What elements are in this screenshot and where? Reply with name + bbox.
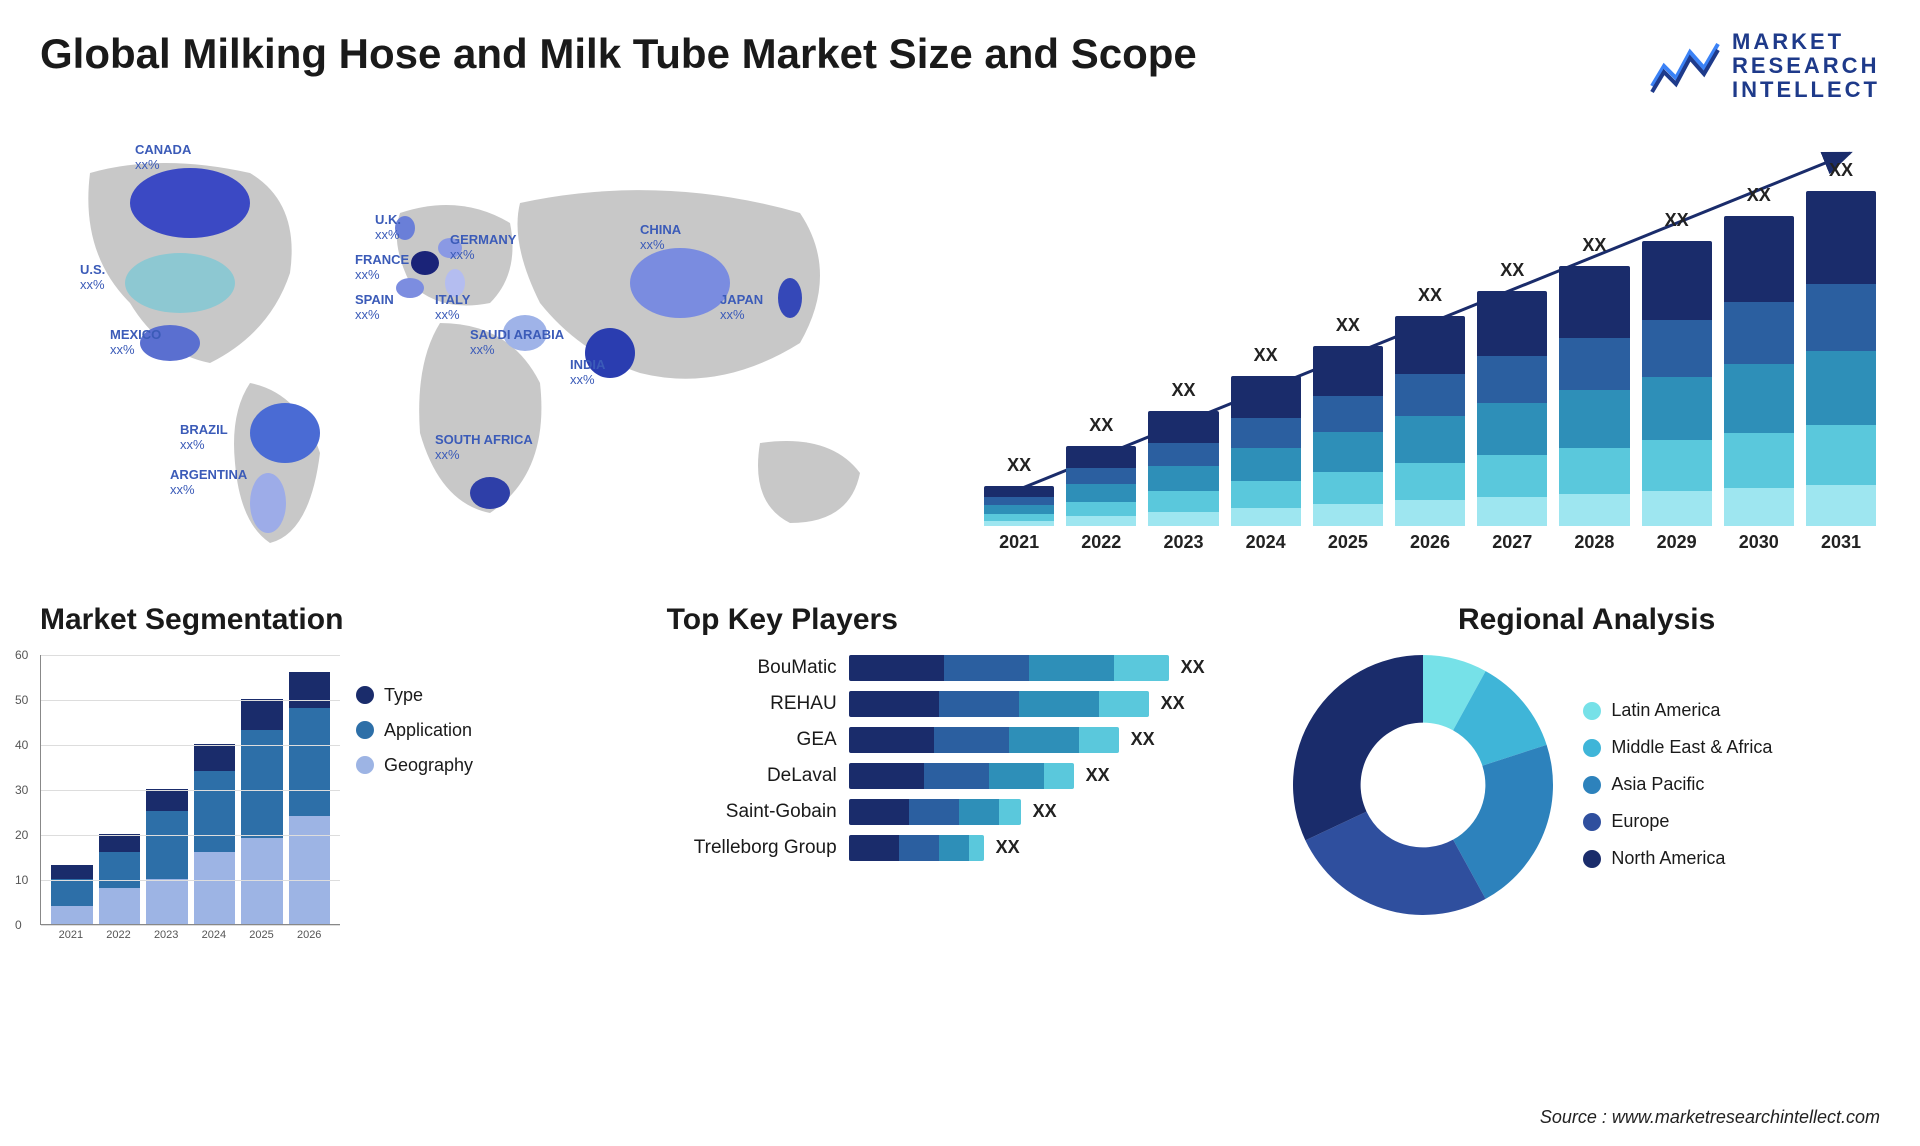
ra-legend-asia-pacific: Asia Pacific [1583, 774, 1772, 795]
forecast-chart: XX2021XX2022XX2023XX2024XX2025XX2026XX20… [980, 133, 1880, 553]
source-attribution: Source : www.marketresearchintellect.com [1540, 1107, 1880, 1128]
segmentation-title: Market Segmentation [40, 603, 627, 637]
seg-bar-2026 [289, 672, 331, 924]
seg-legend-geography: Geography [356, 755, 473, 776]
logo-line2: RESEARCH [1732, 54, 1880, 78]
seg-bar-2022 [99, 834, 141, 924]
forecast-bar-2024: XX2024 [1231, 345, 1301, 553]
ra-legend-north-america: North America [1583, 848, 1772, 869]
seg-bar-2023 [146, 789, 188, 924]
map-label-india: INDIAxx% [570, 358, 605, 388]
segmentation-legend: Type Application Geography [356, 655, 473, 941]
seg-legend-type: Type [356, 685, 473, 706]
ra-legend-europe: Europe [1583, 811, 1772, 832]
ra-legend-middle-east-africa: Middle East & Africa [1583, 737, 1772, 758]
regional-panel: Regional Analysis Latin America Middle Ea… [1293, 603, 1880, 941]
seg-bar-2025 [241, 699, 283, 924]
brand-logo: MARKET RESEARCH INTELLECT [1650, 30, 1880, 103]
forecast-bar-2026: XX2026 [1395, 285, 1465, 553]
forecast-bar-2025: XX2025 [1313, 315, 1383, 553]
map-label-china: CHINAxx% [640, 223, 681, 253]
map-label-japan: JAPANxx% [720, 293, 763, 323]
kp-row-rehau: REHAUXX [667, 691, 1254, 717]
forecast-bar-2028: XX2028 [1559, 235, 1629, 553]
kp-row-gea: GEAXX [667, 727, 1254, 753]
map-label-canada: CANADAxx% [135, 143, 191, 173]
regional-donut [1293, 655, 1553, 915]
forecast-bar-2027: XX2027 [1477, 260, 1547, 553]
forecast-bar-2030: XX2030 [1724, 185, 1794, 553]
seg-legend-application: Application [356, 720, 473, 741]
logo-line1: MARKET [1732, 30, 1880, 54]
kp-row-delaval: DeLavalXX [667, 763, 1254, 789]
regional-legend: Latin America Middle East & Africa Asia Pa… [1583, 700, 1772, 869]
map-label-brazil: BRAZILxx% [180, 423, 228, 453]
kp-row-boumatic: BouMaticXX [667, 655, 1254, 681]
forecast-bar-2031: XX2031 [1806, 160, 1876, 553]
key-players-title: Top Key Players [667, 603, 1254, 637]
forecast-bar-2029: XX2029 [1642, 210, 1712, 553]
page-title: Global Milking Hose and Milk Tube Market… [40, 30, 1197, 78]
logo-line3: INTELLECT [1732, 78, 1880, 102]
regional-title: Regional Analysis [1293, 603, 1880, 637]
map-label-argentina: ARGENTINAxx% [170, 468, 247, 498]
forecast-bar-2022: XX2022 [1066, 415, 1136, 553]
map-label-mexico: MEXICOxx% [110, 328, 161, 358]
map-label-u-k-: U.K.xx% [375, 213, 401, 243]
world-map: CANADAxx% U.S.xx% MEXICOxx% BRAZILxx% ARGENT… [40, 133, 920, 553]
map-label-italy: ITALYxx% [435, 293, 470, 323]
kp-row-trelleborg-group: Trelleborg GroupXX [667, 835, 1254, 861]
map-label-u-s-: U.S.xx% [80, 263, 105, 293]
kp-row-saint-gobain: Saint-GobainXX [667, 799, 1254, 825]
segmentation-panel: Market Segmentation 0102030405060 202120… [40, 603, 627, 941]
map-label-germany: GERMANYxx% [450, 233, 516, 263]
seg-bar-2021 [51, 865, 93, 924]
forecast-bar-2021: XX2021 [984, 455, 1054, 553]
map-label-saudi-arabia: SAUDI ARABIAxx% [470, 328, 564, 358]
map-label-spain: SPAINxx% [355, 293, 394, 323]
seg-bar-2024 [194, 744, 236, 924]
map-label-south-africa: SOUTH AFRICAxx% [435, 433, 533, 463]
forecast-bar-2023: XX2023 [1148, 380, 1218, 553]
map-label-france: FRANCExx% [355, 253, 409, 283]
key-players-panel: Top Key Players BouMaticXX REHAUXX GEAXX De… [667, 603, 1254, 941]
ra-legend-latin-america: Latin America [1583, 700, 1772, 721]
